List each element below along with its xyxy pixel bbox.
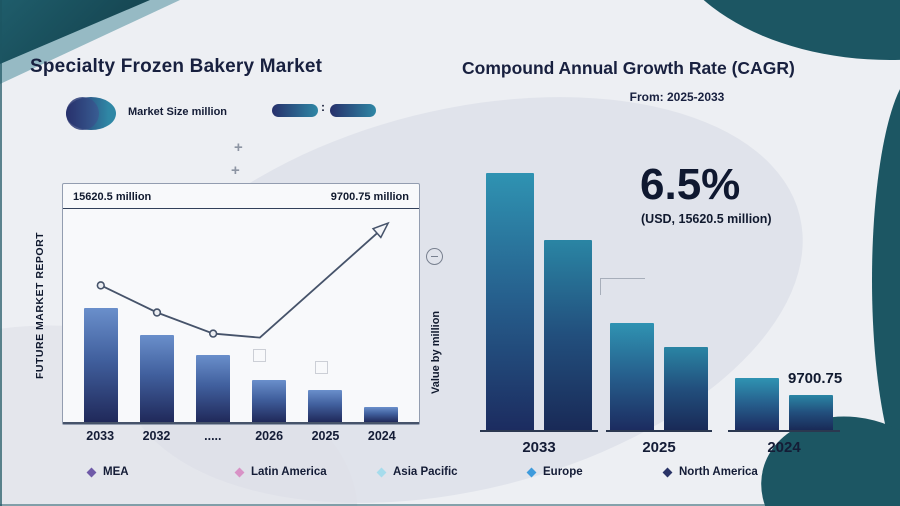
- legend-label: Latin America: [251, 466, 327, 478]
- cagr-bar-chart: 2033 2025 2024 9700.75: [470, 160, 878, 458]
- legend-item-asia-pacific: Asia Pacific: [376, 466, 458, 478]
- group-label-2025: 2025: [642, 439, 676, 456]
- bar-2025-primary: [610, 322, 654, 430]
- x-tick-2024: 2024: [367, 429, 396, 443]
- bar-2033-primary: [486, 173, 534, 430]
- legend-diamond-icon: [662, 467, 673, 477]
- watermark-square: [253, 349, 266, 362]
- legend-item-mea: MEA: [86, 466, 129, 478]
- bar-2024-secondary: [789, 395, 833, 430]
- legend-item-latin-america: Latin America: [234, 466, 327, 478]
- gradient-pill-icon: [330, 104, 376, 117]
- bar-2033-secondary: [544, 239, 592, 430]
- y-axis-label: Value by million: [430, 310, 442, 394]
- x-tick-2026: 2026: [255, 429, 284, 443]
- bar-value-annotation: 9700.75: [788, 370, 843, 387]
- legend-label: Europe: [543, 466, 583, 478]
- top-right-swoosh: [660, 0, 900, 60]
- market-size-legend-label: Market Size million: [128, 106, 228, 118]
- x-tick-2032: 2032: [142, 429, 171, 443]
- bar-2024: [364, 406, 398, 422]
- legend-label: MEA: [103, 466, 129, 478]
- bar-group-2033: [480, 160, 598, 432]
- legend-diamond-icon: [234, 467, 245, 477]
- market-size-chart-panel: 15620.5 million 9700.75 million: [62, 183, 420, 425]
- cagr-usd-note: (USD, 15620.5 million): [641, 212, 772, 226]
- bar-group-2024: [728, 160, 840, 432]
- legend-item-north-america: North America: [662, 466, 758, 478]
- bar-group-2025: [606, 160, 712, 432]
- market-size-gradient-icon: [66, 97, 116, 130]
- corner-triangle-dark: [0, 0, 150, 64]
- cagr-value: 6.5%: [640, 160, 741, 209]
- page-title-left: Specialty Frozen Bakery Market: [30, 56, 323, 77]
- bar-2025: [308, 390, 342, 422]
- group-label-2024: 2024: [767, 439, 801, 456]
- gradient-pill-icon: [272, 104, 318, 117]
- cagr-period-subtitle: From: 2025-2033: [629, 90, 725, 104]
- bar-2024-primary: [735, 378, 779, 430]
- legend-diamond-icon: [526, 467, 537, 477]
- step-line-decoration: [600, 278, 645, 295]
- bar-2032: [140, 334, 174, 422]
- group-label-2033: 2033: [522, 439, 556, 456]
- circled-minus-icon: [426, 248, 443, 265]
- legend-diamond-icon: [86, 467, 97, 477]
- bar-2025-secondary: [664, 346, 708, 430]
- pill-separator: :: [321, 100, 325, 114]
- legend-label: North America: [679, 466, 758, 478]
- x-tick-2033: 2033: [86, 429, 115, 443]
- legend-label: Asia Pacific: [393, 466, 458, 478]
- x-tick-2025: 2025: [311, 429, 340, 443]
- region-legend: MEA Latin America Asia Pacific Europe No…: [0, 466, 900, 492]
- chart-top-labels: 15620.5 million 9700.75 million: [63, 184, 419, 209]
- bar-2033: [84, 307, 118, 422]
- page-title-right: Compound Annual Growth Rate (CAGR): [462, 58, 795, 78]
- bar-intermediate: [196, 354, 230, 422]
- watermark-square: [315, 361, 328, 374]
- plus-decoration-icon: +: [231, 162, 240, 179]
- min-value-label: 9700.75 million: [330, 191, 409, 203]
- plus-decoration-icon: +: [234, 139, 243, 156]
- bottom-edge-strip: [0, 504, 900, 506]
- bar-2026: [252, 380, 286, 422]
- watermark-side-label: FUTURE MARKET REPORT: [34, 231, 46, 379]
- market-size-plot-area: [63, 209, 419, 424]
- left-edge-strip: [0, 0, 2, 506]
- x-tick-dots: .....: [204, 429, 222, 443]
- legend-diamond-icon: [376, 467, 387, 477]
- x-axis-labels: 2033 2032 ..... 2026 2025 2024: [62, 429, 420, 443]
- legend-item-europe: Europe: [526, 466, 583, 478]
- max-value-label: 15620.5 million: [73, 191, 152, 203]
